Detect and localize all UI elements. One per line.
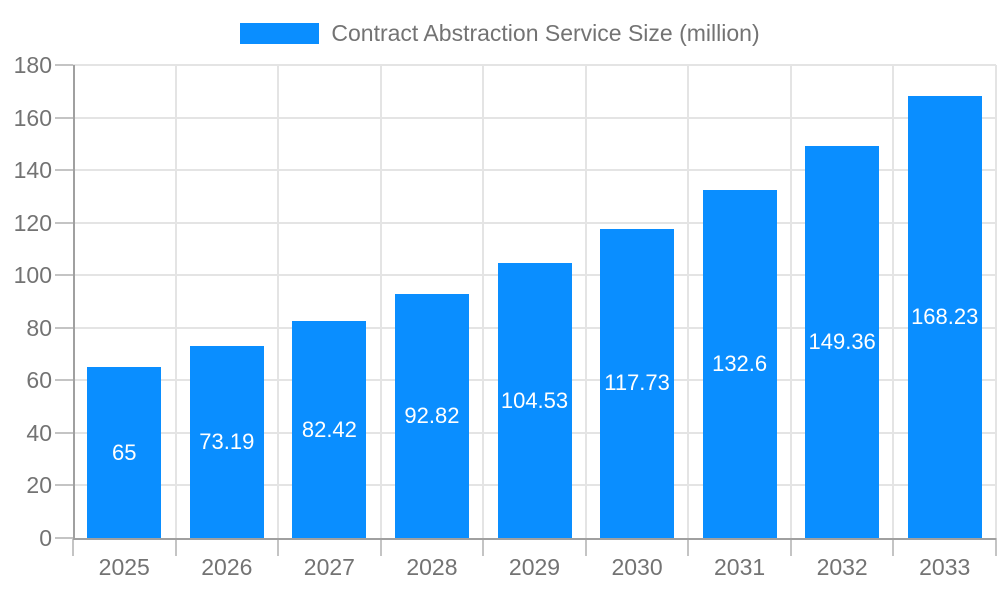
x-axis-tick	[789, 538, 792, 556]
bar-2032[interactable]: 149.36	[805, 145, 880, 538]
y-axis-label: 120	[13, 209, 52, 236]
y-axis-label: 160	[13, 104, 52, 131]
x-axis-label-2030: 2030	[611, 554, 663, 580]
y-axis-tick	[55, 326, 73, 329]
y-axis-tick	[55, 431, 73, 434]
x-gridline	[379, 65, 382, 538]
x-axis-tick	[277, 538, 280, 556]
x-axis-label-2031: 2031	[714, 554, 766, 580]
y-axis-tick	[55, 484, 73, 487]
bar-value-label: 92.82	[404, 403, 460, 429]
x-axis-tick	[584, 538, 587, 556]
y-axis-label: 0	[39, 525, 52, 551]
y-axis-label: 140	[13, 157, 52, 184]
y-axis-label: 20	[26, 472, 52, 499]
x-gridline	[584, 65, 587, 538]
x-axis-label-2029: 2029	[508, 554, 561, 580]
y-axis-label: 100	[13, 262, 52, 289]
bar-value-label: 104.53	[500, 387, 569, 413]
x-gridline	[277, 65, 280, 538]
x-axis-tick	[379, 538, 382, 556]
bar-2027[interactable]: 82.42	[292, 321, 367, 538]
bar-value-label: 73.19	[199, 428, 255, 454]
y-gridline	[73, 169, 996, 172]
x-axis-label-2028: 2028	[406, 554, 458, 580]
bar-2025[interactable]: 65	[87, 367, 162, 538]
x-gridline	[687, 65, 690, 538]
bar-value-label: 82.42	[301, 416, 357, 442]
legend-label: Contract Abstraction Service Size (milli…	[331, 20, 760, 46]
bar-2030[interactable]: 117.73	[600, 228, 675, 538]
x-axis-tick	[72, 538, 74, 556]
y-gridline	[73, 64, 996, 66]
y-axis-tick	[55, 221, 73, 224]
bar-2031[interactable]: 132.6	[702, 189, 777, 538]
bar-2028[interactable]: 92.82	[394, 294, 469, 538]
x-axis-tick	[892, 538, 895, 556]
bar-2029[interactable]: 104.53	[497, 263, 572, 538]
bar-2026[interactable]: 73.19	[189, 345, 264, 538]
bar-value-label: 132.6	[712, 350, 768, 376]
x-axis-line	[73, 538, 996, 540]
y-axis-tick	[55, 537, 73, 539]
x-axis-tick	[174, 538, 177, 556]
y-axis-label: 180	[13, 52, 52, 78]
y-axis-line	[73, 65, 75, 540]
y-axis-label: 80	[26, 314, 52, 341]
x-axis-label-2025: 2025	[98, 554, 150, 580]
bar-value-label: 168.23	[911, 303, 979, 329]
x-gridline	[995, 65, 997, 538]
x-gridline	[174, 65, 177, 538]
bar-value-label: 149.36	[808, 328, 876, 354]
bar-2033[interactable]: 168.23	[907, 95, 982, 538]
y-axis-tick	[55, 64, 73, 66]
y-gridline	[73, 116, 996, 119]
y-axis-label: 40	[26, 419, 52, 446]
x-axis-tick	[995, 538, 997, 556]
x-gridline	[482, 65, 485, 538]
y-gridline	[73, 221, 996, 224]
x-axis-label-2026: 2026	[201, 554, 253, 580]
bar-value-label: 65	[112, 439, 137, 465]
x-axis-tick	[687, 538, 690, 556]
x-axis-tick	[482, 538, 485, 556]
y-axis-tick	[55, 379, 73, 382]
x-gridline	[789, 65, 792, 538]
x-axis-label-2032: 2032	[816, 554, 868, 580]
x-axis-label-2033: 2033	[919, 554, 971, 580]
y-axis-tick	[55, 169, 73, 172]
y-axis-tick	[55, 274, 73, 277]
legend-swatch	[240, 22, 320, 44]
bar-value-label: 117.73	[604, 370, 670, 396]
y-axis-label: 60	[26, 367, 52, 394]
y-axis-tick	[55, 116, 73, 119]
x-gridline	[892, 65, 895, 538]
x-axis-label-2027: 2027	[303, 554, 355, 580]
chart-legend[interactable]: Contract Abstraction Service Size (milli…	[0, 18, 1000, 48]
